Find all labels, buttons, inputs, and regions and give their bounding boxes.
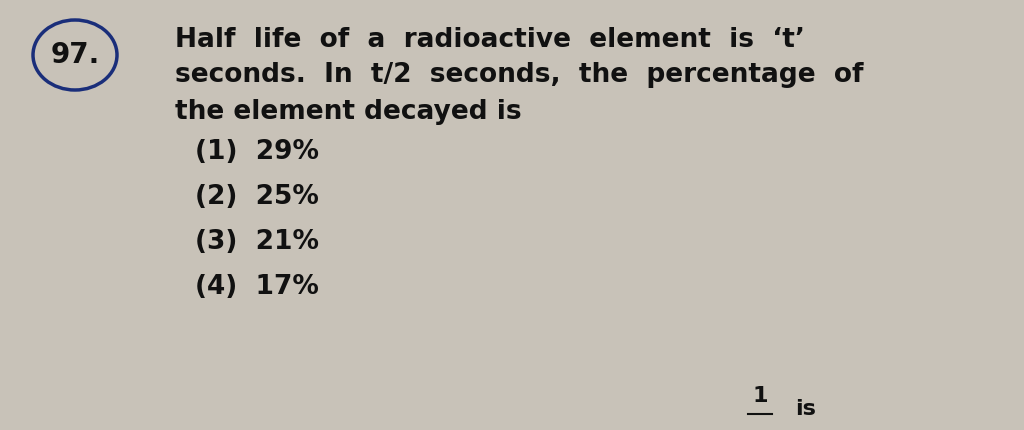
Text: 1: 1 — [753, 386, 768, 406]
Text: Half  life  of  a  radioactive  element  is  ‘t’: Half life of a radioactive element is ‘t… — [175, 27, 805, 53]
Text: (4)  17%: (4) 17% — [195, 274, 318, 300]
Text: (2)  25%: (2) 25% — [195, 184, 318, 210]
Text: the element decayed is: the element decayed is — [175, 99, 521, 125]
Text: (1)  29%: (1) 29% — [195, 139, 319, 165]
Text: is: is — [795, 399, 816, 419]
Text: 97.: 97. — [50, 41, 99, 69]
Text: (3)  21%: (3) 21% — [195, 229, 319, 255]
Text: seconds.  In  t/2  seconds,  the  percentage  of: seconds. In t/2 seconds, the percentage … — [175, 62, 863, 88]
